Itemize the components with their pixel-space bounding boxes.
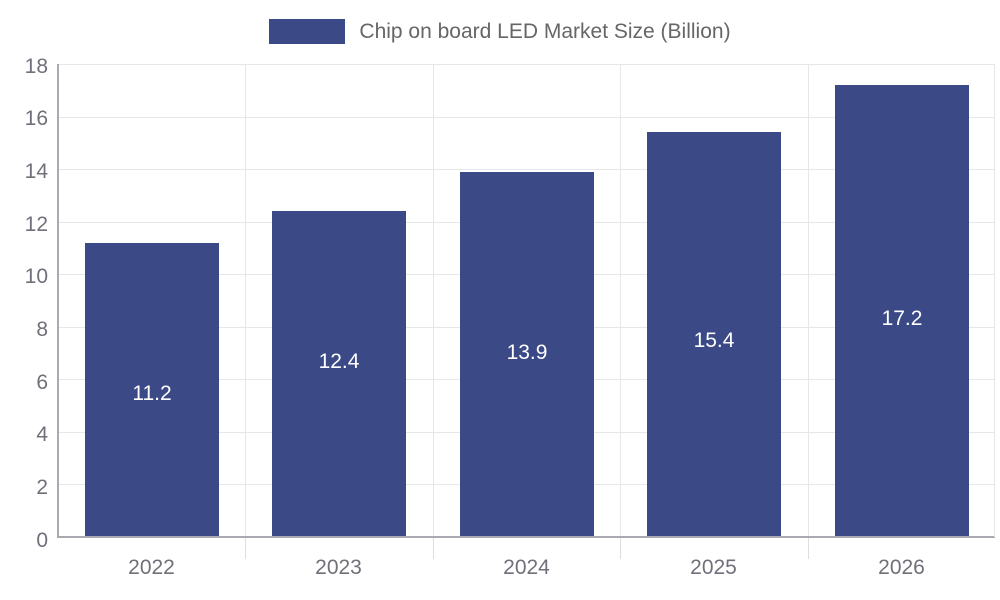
y-tick-label-16: 16 <box>24 107 48 130</box>
y-axis-line <box>57 64 59 538</box>
legend-entry-series-1[interactable]: Chip on board LED Market Size (Billion) <box>269 18 731 44</box>
bar-value-2024: 13.9 <box>506 341 548 364</box>
x-tick-mark-4 <box>808 537 809 559</box>
bar-2026[interactable]: 17.2 <box>835 85 969 537</box>
gridline-x-4 <box>808 64 809 537</box>
gridline-x-3 <box>620 64 621 537</box>
x-tick-mark-3 <box>620 537 621 559</box>
bar-value-2026: 17.2 <box>881 307 923 330</box>
bar-2024[interactable]: 13.9 <box>460 172 594 537</box>
x-tick-mark-1 <box>245 537 246 559</box>
x-tick-label-2026: 2026 <box>878 556 925 579</box>
gridline-y-14 <box>58 169 995 170</box>
legend-label: Chip on board LED Market Size (Billion) <box>359 19 731 43</box>
legend-color-swatch-icon <box>269 18 346 44</box>
x-tick-label-2025: 2025 <box>690 556 737 579</box>
x-tick-label-2022: 2022 <box>128 556 175 579</box>
y-tick-label-18: 18 <box>24 55 48 78</box>
gridline-x-2 <box>433 64 434 537</box>
x-axis-line <box>57 536 995 538</box>
chart-legend: Chip on board LED Market Size (Billion) <box>0 14 1000 48</box>
gridline-x-1 <box>245 64 246 537</box>
y-tick-label-2: 2 <box>36 476 48 499</box>
bar-2025[interactable]: 15.4 <box>647 132 781 537</box>
bar-value-2022: 11.2 <box>132 382 172 405</box>
y-tick-label-12: 12 <box>24 213 48 236</box>
bar-2023[interactable]: 12.4 <box>272 211 406 537</box>
y-tick-label-4: 4 <box>36 423 48 446</box>
bar-value-2023: 12.4 <box>318 350 360 373</box>
y-axis-tick-labels: 18 16 14 12 10 8 6 4 2 0 <box>0 0 48 600</box>
gridline-y-16 <box>58 117 995 118</box>
y-tick-label-0: 0 <box>36 529 48 552</box>
x-tick-mark-2 <box>433 537 434 559</box>
plot-right-border <box>994 64 995 537</box>
gridline-y-18 <box>58 64 995 65</box>
y-tick-label-10: 10 <box>24 265 48 288</box>
x-tick-label-2023: 2023 <box>315 556 362 579</box>
bar-value-2025: 15.4 <box>693 329 735 352</box>
x-tick-label-2024: 2024 <box>503 556 550 579</box>
plot-area: 11.2 12.4 13.9 15.4 17.2 <box>58 64 995 559</box>
y-tick-label-6: 6 <box>36 371 48 394</box>
bar-2022[interactable]: 11.2 <box>85 243 219 537</box>
y-tick-label-8: 8 <box>36 318 48 341</box>
y-tick-label-14: 14 <box>24 160 48 183</box>
